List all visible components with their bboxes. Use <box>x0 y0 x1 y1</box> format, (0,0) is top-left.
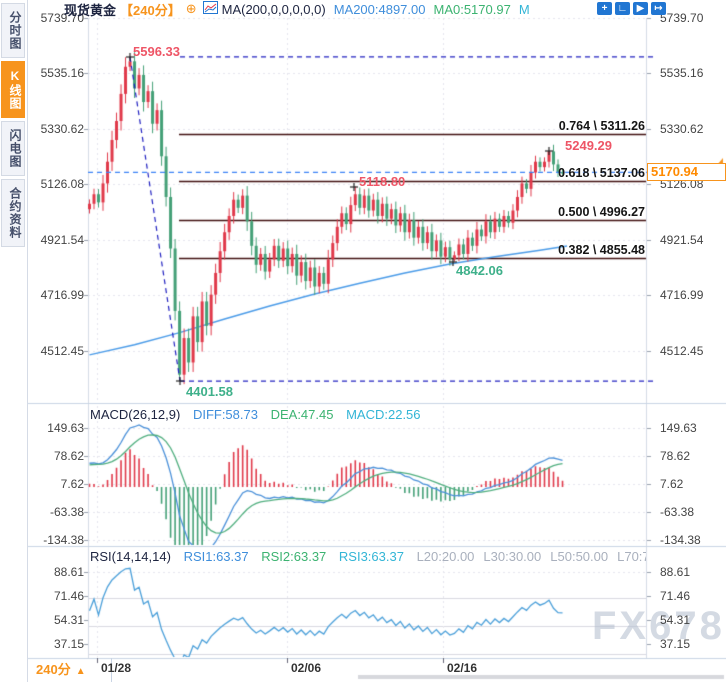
ma-formula: MA(200,0,0,0,0,0) <box>221 1 326 17</box>
fib-level-label: 0.382 \ 4855.48 <box>558 242 645 257</box>
macd-header: MACD(26,12,9) DIFF:58.73 DEA:47.45 MACD:… <box>90 407 646 423</box>
current-price-badge: 5170.94 <box>647 163 726 181</box>
ma-extra-value: M <box>518 1 530 17</box>
chart-header: 现货黄金 【240分】 ⊕ MA(200,0,0,0,0,0) MA200:48… <box>64 0 726 18</box>
rsi-level-label: L20:20.00 <box>416 549 475 564</box>
sidebar-tab-2[interactable]: K线图 <box>1 61 25 118</box>
ma200-value: MA200:4897.00 <box>333 1 426 17</box>
price-annotation: 4842.06 <box>456 263 503 278</box>
sidebar-tabs: 分时图 K线图闪电图合约资料 <box>0 0 28 682</box>
instrument-title: 现货黄金 <box>64 2 117 18</box>
timeframe-selector[interactable]: 240分 ▲ <box>28 658 112 682</box>
fib-level-label: 0.618 \ 5137.06 <box>558 166 645 181</box>
ma0-value: MA0:5170.97 <box>433 1 511 17</box>
timeframe-label: 240分 <box>36 662 71 677</box>
axis-scale-icon[interactable]: ∟ <box>615 2 630 15</box>
price-annotation: 5249.29 <box>565 138 612 153</box>
rsi-level-label: L70:7 <box>617 549 646 564</box>
fib-level-label: 0.764 \ 5311.26 <box>558 119 645 134</box>
sidebar-tab-1[interactable]: 分时图 <box>1 3 25 58</box>
triangle-up-icon: ▲ <box>75 666 86 677</box>
rsi2-value: RSI2:63.37 <box>261 549 327 564</box>
price-annotation: 4401.58 <box>186 384 233 399</box>
rsi-header: RSI(14,14,14) RSI1:63.37 RSI2:63.37 RSI3… <box>90 549 646 565</box>
date-label: 02/06 <box>291 661 322 675</box>
price-annotation: 5118.80 <box>359 174 406 189</box>
rsi-level-label: L50:50.00 <box>550 549 609 564</box>
macd-diff-value: DIFF:58.73 <box>192 407 258 422</box>
chart-play-icon[interactable]: ▶ <box>633 2 648 15</box>
macd-title: MACD(26,12,9) <box>90 407 181 422</box>
add-indicator-icon[interactable]: ⊕ <box>185 1 197 16</box>
price-annotation: 5596.33 <box>133 44 180 59</box>
date-label: 02/16 <box>447 661 478 675</box>
exit-right-icon[interactable]: ↦ <box>651 2 666 15</box>
macd-dea-value: DEA:47.45 <box>270 407 334 422</box>
chart-toolbar: + ∟ ▶ ↦ <box>594 2 666 15</box>
fib-level-label: 0.500 \ 4996.27 <box>558 204 645 219</box>
ma-indicator-icon[interactable] <box>202 1 218 17</box>
rsi-level-label: L30:30.00 <box>483 549 542 564</box>
macd-macd-value: MACD:22.56 <box>346 407 421 422</box>
sidebar-tab-3[interactable]: 闪电图 <box>1 121 25 176</box>
rsi-level-labels: L20:20.00 L30:30.00 L50:50.00 L70:7 <box>408 549 646 564</box>
rsi1-value: RSI1:63.37 <box>183 549 249 564</box>
rsi3-value: RSI3:63.37 <box>338 549 404 564</box>
sidebar-tab-4[interactable]: 合约资料 <box>1 179 25 247</box>
time-axis-bar: 240分 ▲ 01/28 02/06 02/16 <box>28 658 726 682</box>
pan-icon[interactable]: + <box>597 2 612 15</box>
rsi-title: RSI(14,14,14) <box>90 549 171 564</box>
period-label[interactable]: 【240分】 <box>120 2 181 18</box>
date-label: 01/28 <box>101 661 132 675</box>
